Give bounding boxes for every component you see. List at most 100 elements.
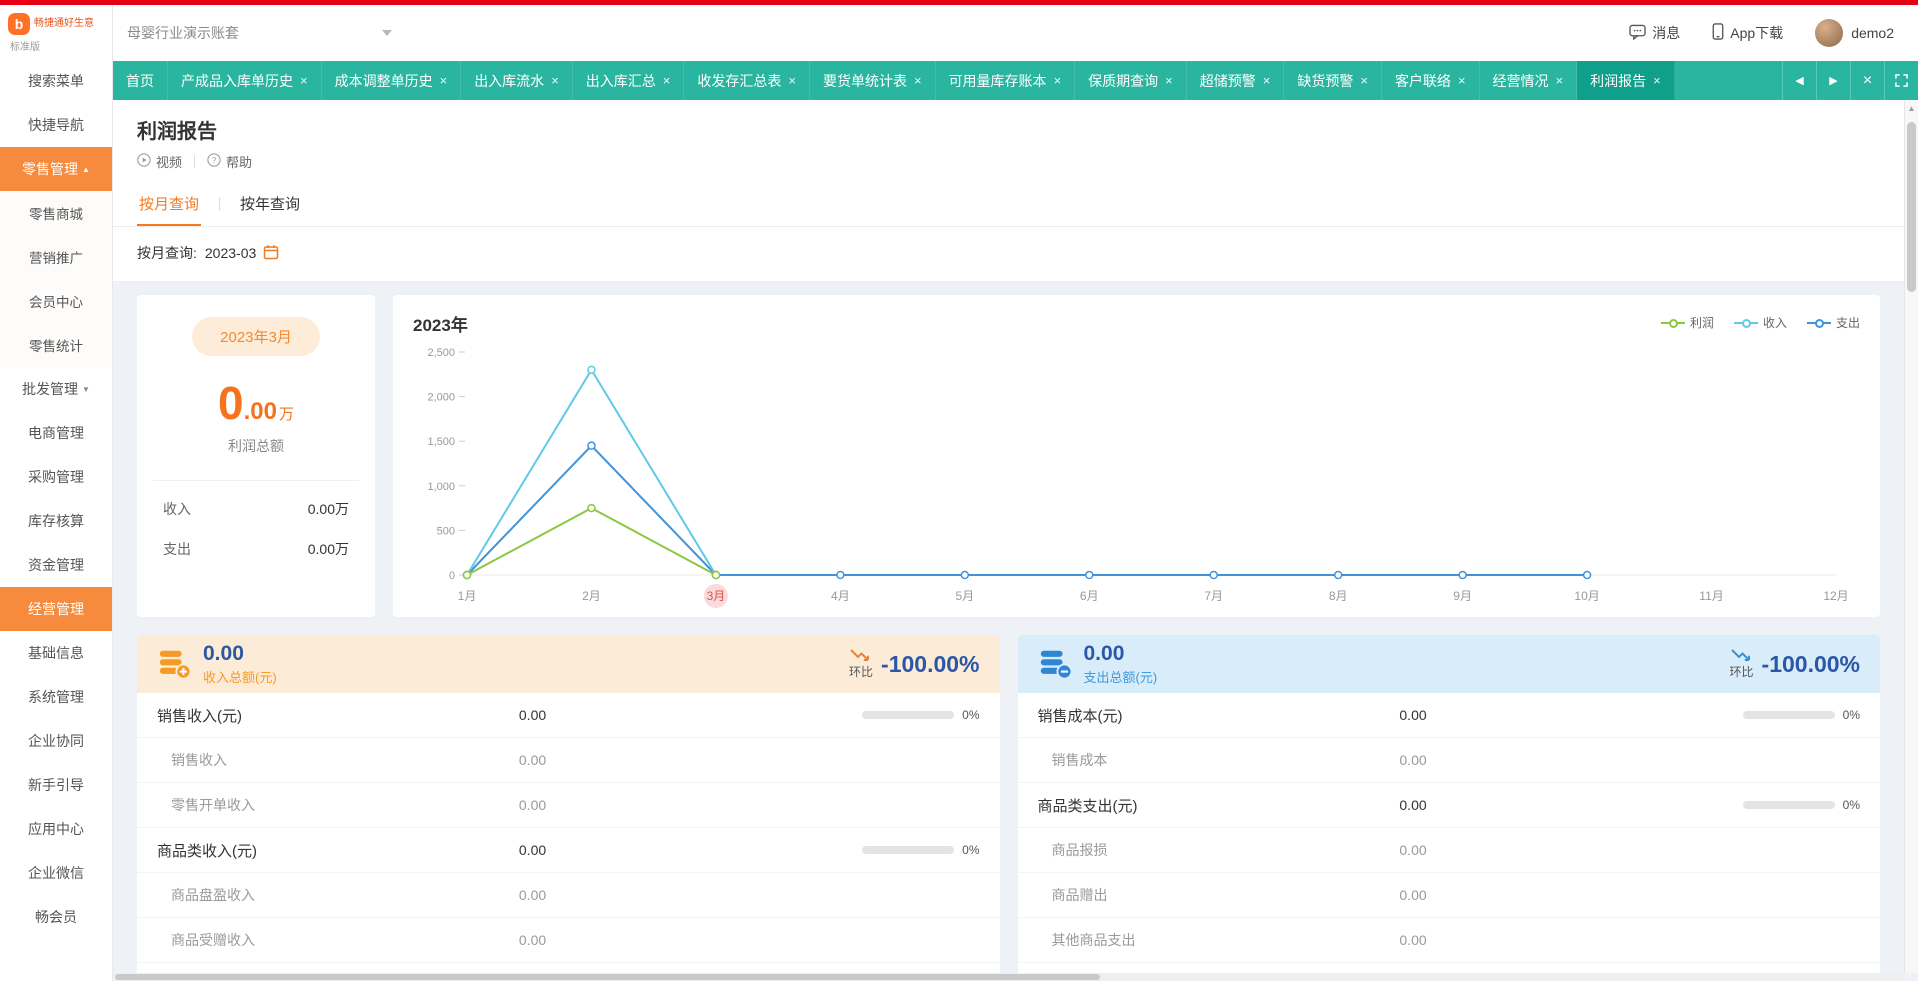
account-selector[interactable]: 母婴行业演示账套 <box>127 23 392 43</box>
tab[interactable]: 出入库汇总 × <box>573 61 685 100</box>
sidebar-item[interactable]: 零售商城 <box>0 191 112 235</box>
tab[interactable]: 利润报告 × <box>1577 61 1675 100</box>
tab[interactable]: 经营情况 × <box>1480 61 1578 100</box>
sidebar-item-label: 采购管理 <box>28 469 84 485</box>
detail-row[interactable]: 商品赠出 0.00 <box>1017 873 1880 918</box>
detail-row[interactable]: 商品受赠收入 0.00 <box>137 918 1000 963</box>
detail-row[interactable]: 商品报损 0.00 <box>1017 828 1880 873</box>
tab-query-by-year[interactable]: 按年查询 <box>240 196 301 213</box>
tab[interactable]: 首页 <box>113 61 168 100</box>
tab-close-icon[interactable]: × <box>1457 73 1466 88</box>
sidebar-item-label: 零售商城 <box>29 207 83 222</box>
row-progress: 0% <box>1742 708 1860 722</box>
tab-close-icon[interactable]: × <box>1653 73 1661 88</box>
tab[interactable]: 成本调整单历史 × <box>322 61 462 100</box>
detail-row[interactable]: 其他商品支出 0.00 <box>1017 918 1880 963</box>
row-label: 零售开单收入 <box>171 797 255 813</box>
tab-scroll-right-icon[interactable]: ▶ <box>1816 61 1850 100</box>
sidebar-item[interactable]: 库存核算 <box>0 499 112 543</box>
sidebar-item[interactable]: 企业微信 <box>0 851 112 895</box>
sidebar-item[interactable]: 畅会员 <box>0 895 112 939</box>
tab-close-icon[interactable]: × <box>1262 73 1271 88</box>
vertical-scrollbar[interactable]: ▲ <box>1904 100 1918 973</box>
income-card-header: 0.00 收入总额(元) 环比 -100.00% <box>137 635 1000 693</box>
sidebar-item[interactable]: 电商管理 <box>0 411 112 455</box>
sidebar-item[interactable]: 零售统计 <box>0 323 112 367</box>
tab[interactable]: 保质期查询 × <box>1075 61 1187 100</box>
tab-close-icon[interactable]: × <box>662 73 671 88</box>
sidebar-item[interactable]: 采购管理 <box>0 455 112 499</box>
tab[interactable]: 收发存汇总表 × <box>684 61 810 100</box>
sidebar-item[interactable]: 系统管理 <box>0 675 112 719</box>
fullscreen-icon[interactable] <box>1884 61 1918 100</box>
tab[interactable]: 缺货预警 × <box>1284 61 1382 100</box>
expense-coins-icon <box>1040 650 1072 680</box>
tab-close-icon[interactable]: × <box>1053 73 1062 88</box>
month-picker[interactable]: 2023-03 <box>205 244 279 263</box>
tab-close-icon[interactable]: × <box>1360 73 1368 88</box>
horizontal-scrollbar-thumb[interactable] <box>115 974 1101 980</box>
sidebar-item[interactable]: 营销推广 <box>0 235 112 279</box>
detail-row[interactable]: 销售收入 0.00 <box>137 738 1000 783</box>
profit-amount-decimal: .00 <box>243 398 277 425</box>
tab-label: 成本调整单历史 <box>334 72 433 89</box>
tab-close-icon[interactable]: × <box>913 73 922 88</box>
tab[interactable]: 要货单统计表 × <box>810 61 936 100</box>
help-link[interactable]: ? 帮助 <box>207 152 252 171</box>
chart-legend: 利润 收入 支出 <box>1660 311 1860 331</box>
query-tabs: 按月查询 按年查询 <box>113 181 1904 227</box>
messages-button[interactable]: 消息 <box>1629 23 1680 43</box>
detail-row[interactable]: 销售成本 0.00 <box>1017 738 1880 783</box>
legend-item[interactable]: 利润 <box>1660 314 1714 331</box>
filter-row: 按月查询: 2023-03 <box>113 227 1904 281</box>
sidebar-item[interactable]: 零售管理 ▲ <box>0 147 112 191</box>
tab-label: 利润报告 <box>1590 72 1647 89</box>
sidebar-item[interactable]: 应用中心 <box>0 807 112 851</box>
sidebar-item[interactable]: 批发管理 ▼ <box>0 367 112 411</box>
sidebar-item[interactable]: 搜索菜单 <box>0 59 112 103</box>
scroll-up-arrow-icon[interactable]: ▲ <box>1907 104 1916 113</box>
tab-close-icon[interactable]: × <box>788 73 796 88</box>
profit-chart[interactable]: 0 500 1,000 1,500 2,000 2,500 1月 2月 3月 4月 5月 6月 7月 8月… <box>413 336 1860 611</box>
detail-row[interactable]: 商品盘盈收入 0.00 <box>137 873 1000 918</box>
sidebar-item[interactable]: 新手引导 <box>0 763 112 807</box>
video-link[interactable]: 视频 <box>137 152 182 171</box>
tab-close-icon[interactable]: × <box>1165 73 1173 88</box>
sidebar-item[interactable]: 经营管理 <box>0 587 112 631</box>
svg-text:500: 500 <box>437 525 455 537</box>
user-menu[interactable]: demo2 <box>1815 19 1894 47</box>
tab-query-by-month[interactable]: 按月查询 <box>137 181 202 226</box>
sidebar-item-label: 资金管理 <box>28 557 84 573</box>
tab-close-icon[interactable]: × <box>439 73 448 88</box>
detail-row[interactable]: 商品类收入(元) 0.00 0% <box>137 828 1000 873</box>
tab-close-icon[interactable]: × <box>300 73 308 88</box>
tab[interactable]: 超储预警 × <box>1187 61 1285 100</box>
detail-row[interactable]: 商品类支出(元) 0.00 0% <box>1017 783 1880 828</box>
detail-row[interactable]: 零售开单收入 0.00 <box>137 783 1000 828</box>
detail-row[interactable]: 销售收入(元) 0.00 0% <box>137 693 1000 738</box>
sidebar-item-arrow-icon: ▲ <box>82 164 90 174</box>
sidebar-item[interactable]: 资金管理 <box>0 543 112 587</box>
tab-close-icon[interactable]: × <box>551 73 559 88</box>
sidebar-item[interactable]: 快捷导航 <box>0 103 112 147</box>
row-value: 0.00 <box>1399 932 1427 948</box>
tab-scroll-left-icon[interactable]: ◀ <box>1782 61 1816 100</box>
tab[interactable]: 客户联络 × <box>1382 61 1480 100</box>
detail-row[interactable]: 销售成本(元) 0.00 0% <box>1017 693 1880 738</box>
horizontal-scrollbar[interactable] <box>113 973 1904 981</box>
legend-item[interactable]: 支出 <box>1806 314 1860 331</box>
vertical-scrollbar-thumb[interactable] <box>1907 122 1916 292</box>
sidebar-item[interactable]: 会员中心 <box>0 279 112 323</box>
tab-close-icon[interactable]: × <box>1555 73 1564 88</box>
row-value: 0.00 <box>518 797 547 813</box>
legend-item[interactable]: 收入 <box>1733 314 1787 331</box>
sidebar-item[interactable]: 企业协同 <box>0 719 112 763</box>
app-download-button[interactable]: App下载 <box>1712 23 1783 43</box>
tab-close-all-icon[interactable]: × <box>1850 61 1884 100</box>
profit-total-label: 利润总额 <box>228 438 284 454</box>
tab[interactable]: 产成品入库单历史 × <box>168 61 322 100</box>
tab[interactable]: 可用量库存账本 × <box>936 61 1076 100</box>
sidebar-item[interactable]: 基础信息 <box>0 631 112 675</box>
page-title: 利润报告 <box>137 121 217 143</box>
tab[interactable]: 出入库流水 × <box>461 61 573 100</box>
